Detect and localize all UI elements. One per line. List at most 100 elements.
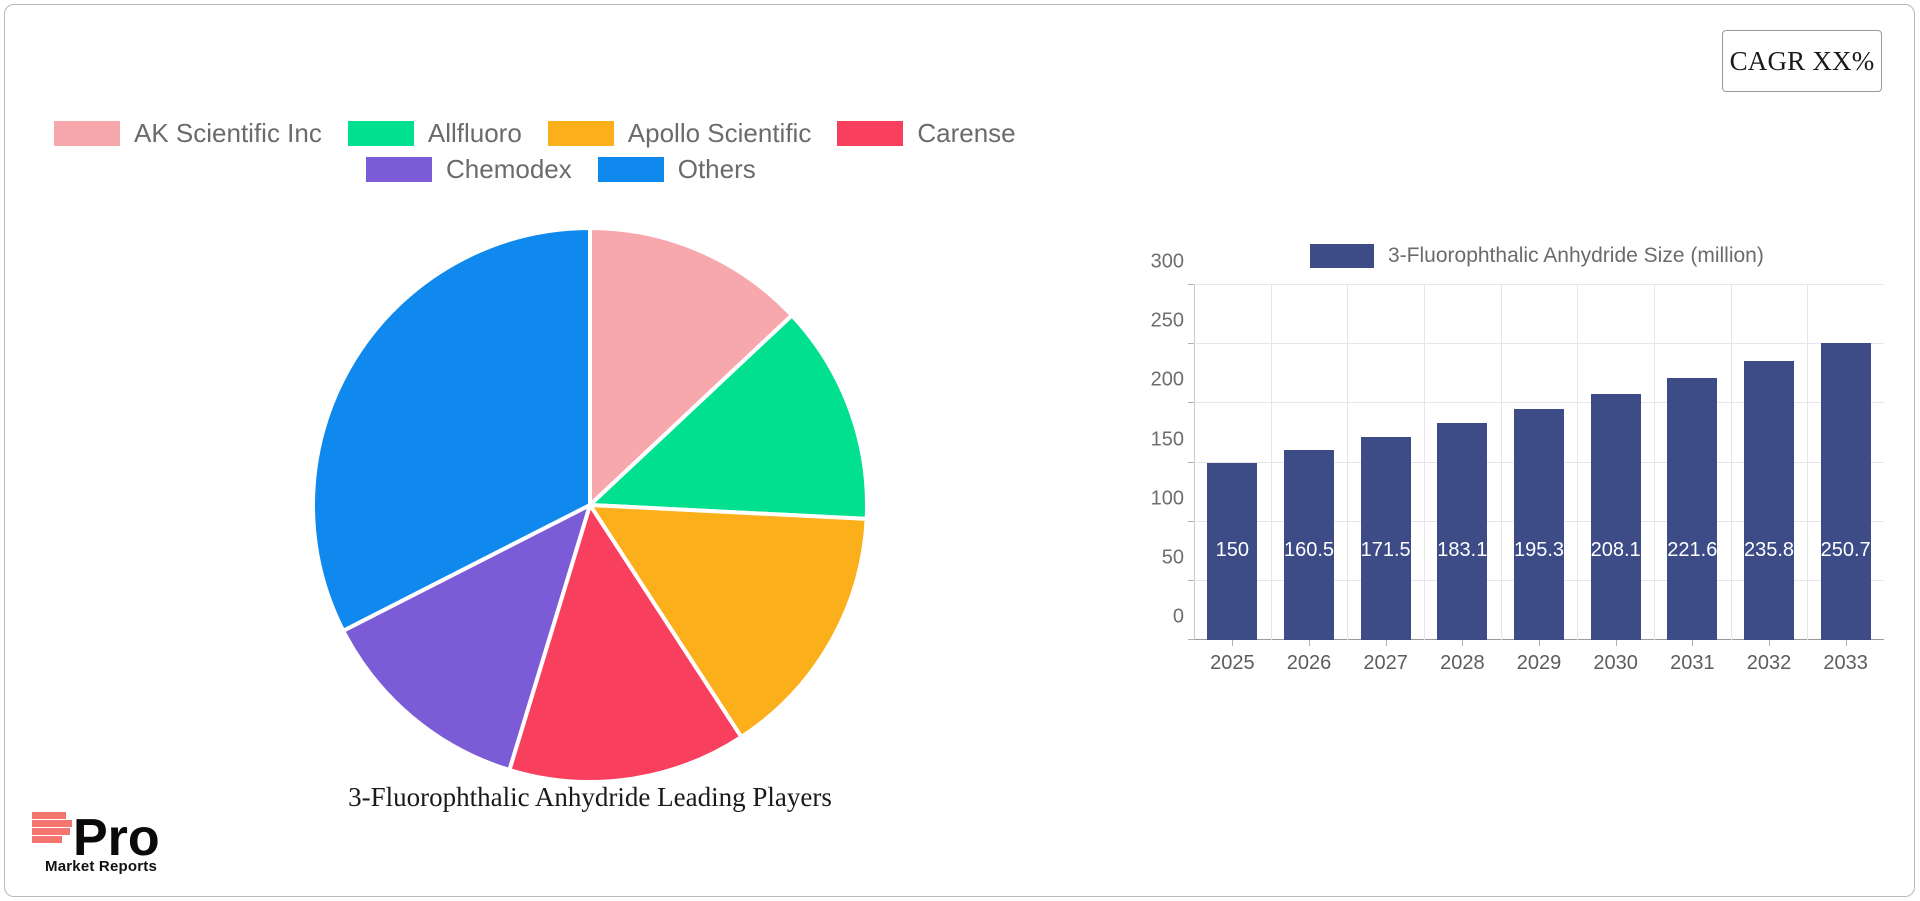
x-axis-tick-label: 2027 (1363, 652, 1408, 674)
bar[interactable]: 195.3 (1513, 408, 1565, 640)
pie-legend-row-1: AK Scientific Inc Allfluoro Apollo Scienti… (54, 120, 1150, 146)
x-axis-tick-label: 2031 (1670, 652, 1715, 674)
pie-chart-svg (311, 225, 869, 784)
pie-legend-swatch (54, 120, 120, 146)
bar-value-label: 150 (1215, 539, 1249, 561)
gridline-vertical (1654, 285, 1655, 640)
gridline-vertical (1807, 285, 1809, 640)
pie-legend-item[interactable]: Allfluoro (347, 118, 522, 148)
y-axis-tick-mark (1188, 461, 1194, 463)
pie-legend-item[interactable]: Carense (837, 118, 1016, 148)
y-axis-tick-mark (1188, 520, 1194, 522)
bar-value-label: 171.5 (1360, 539, 1411, 561)
bar-chart-legend: 3-Fluorophthalic Anhydride Size (million… (1310, 244, 1764, 268)
bar-chart: 3-Fluorophthalic Anhydride Size (million… (1130, 230, 1900, 680)
x-axis-tick-mark (1769, 640, 1770, 646)
x-axis-tick-mark (1615, 640, 1617, 646)
pie-slice[interactable] (311, 225, 592, 634)
pie-legend-swatch (366, 156, 432, 182)
pie-legend-swatch (597, 156, 664, 182)
pie-slice[interactable] (340, 501, 594, 773)
bar[interactable]: 250.7 (1821, 343, 1871, 640)
pie-legend-swatch (837, 120, 904, 146)
pie-legend-item[interactable]: AK Scientific Inc (54, 120, 322, 146)
pie-chart (310, 225, 870, 785)
gridline-vertical (1577, 285, 1579, 640)
pie-legend: AK Scientific Inc Allfluoro Apollo Scienti… (0, 120, 1150, 192)
x-axis-tick-label: 2030 (1593, 652, 1638, 674)
x-axis-tick-mark (1309, 640, 1310, 646)
cagr-badge-label: CAGR XX% (1729, 45, 1875, 76)
pie-legend-label: Apollo Scientific (627, 118, 812, 148)
x-axis-tick-mark (1845, 640, 1847, 646)
x-axis-tick-mark (1539, 640, 1540, 646)
pie-legend-label: Carense (917, 118, 1016, 148)
gridline-vertical (1270, 285, 1272, 640)
y-axis-tick-label: 50 (1161, 546, 1184, 569)
gridline-vertical (1730, 285, 1732, 640)
gridline-horizontal (1194, 343, 1884, 345)
bar[interactable]: 235.8 (1743, 360, 1795, 640)
x-axis-tick-mark (1462, 640, 1464, 646)
bar-value-label: 221.6 (1667, 539, 1718, 561)
gridline-vertical (1500, 285, 1502, 640)
gridline-horizontal (1194, 402, 1884, 404)
cagr-badge: CAGR XX% (1722, 30, 1882, 92)
pie-slice[interactable] (588, 225, 795, 510)
logo-bar (32, 812, 66, 819)
pie-slice[interactable] (586, 502, 869, 740)
pie-legend-item[interactable]: Chemodex (366, 156, 572, 182)
brand-logo-subtitle: Market Reports (45, 858, 157, 875)
y-axis-tick-mark (1188, 402, 1194, 404)
logo-bar (32, 820, 72, 827)
pie-legend-label: Others (677, 154, 756, 184)
gridline-vertical (1347, 285, 1349, 640)
bar[interactable]: 171.5 (1361, 437, 1411, 640)
bar-chart-legend-label: 3-Fluorophthalic Anhydride Size (million… (1388, 244, 1764, 267)
x-axis-tick-label: 2028 (1440, 652, 1485, 674)
pie-legend-item[interactable]: Apollo Scientific (547, 118, 812, 148)
bar[interactable]: 208.1 (1590, 393, 1641, 640)
bar[interactable]: 221.6 (1667, 377, 1718, 640)
x-axis-tick-label: 2029 (1516, 652, 1562, 674)
bar-value-label: 195.3 (1513, 539, 1565, 561)
pie-legend-label: Chemodex (446, 154, 572, 184)
x-axis-tick-label: 2032 (1746, 652, 1792, 674)
pie-legend-swatch (547, 120, 614, 146)
bar-value-label: 208.1 (1590, 539, 1641, 561)
x-axis-tick-label: 2026 (1286, 652, 1332, 674)
pie-legend-label: Allfluoro (427, 118, 522, 148)
pie-legend-label: AK Scientific Inc (134, 118, 322, 148)
y-axis-tick-label: 200 (1150, 368, 1184, 391)
bar-value-label: 235.8 (1743, 539, 1795, 561)
pie-legend-item[interactable]: Others (597, 154, 756, 184)
y-axis-tick-label: 150 (1150, 428, 1184, 450)
y-axis-tick-label: 0 (1172, 605, 1184, 628)
pie-legend-row-2: Chemodex Others (366, 156, 1150, 182)
bar[interactable]: 150 (1207, 462, 1258, 640)
y-axis-tick-mark (1188, 579, 1194, 581)
x-axis-tick-mark (1385, 640, 1387, 646)
logo-bar (32, 828, 70, 835)
bar-value-label: 250.7 (1820, 539, 1871, 561)
brand-logo: Pro Market Reports (26, 808, 176, 880)
pro-logo-icon: Pro (32, 809, 160, 862)
bar-value-label: 160.5 (1283, 539, 1335, 561)
gridline-vertical (1424, 285, 1425, 640)
x-axis-tick-mark (1232, 640, 1234, 646)
logo-bar (32, 836, 62, 843)
svg-text:Pro: Pro (73, 809, 160, 862)
pie-legend-swatch (347, 120, 414, 146)
bar[interactable]: 160.5 (1284, 450, 1334, 640)
pie-slice[interactable] (506, 500, 745, 784)
y-axis-tick-mark (1188, 284, 1194, 285)
y-axis-tick-mark (1188, 343, 1194, 345)
y-axis-tick-mark (1188, 639, 1194, 640)
x-axis-tick-label: 2033 (1823, 652, 1868, 674)
bar-chart-legend-swatch (1310, 244, 1374, 268)
pie-slice[interactable] (585, 312, 869, 522)
bar-value-label: 183.1 (1437, 539, 1488, 561)
x-axis-tick-label: 2025 (1210, 652, 1255, 674)
bar[interactable]: 183.1 (1437, 423, 1487, 640)
